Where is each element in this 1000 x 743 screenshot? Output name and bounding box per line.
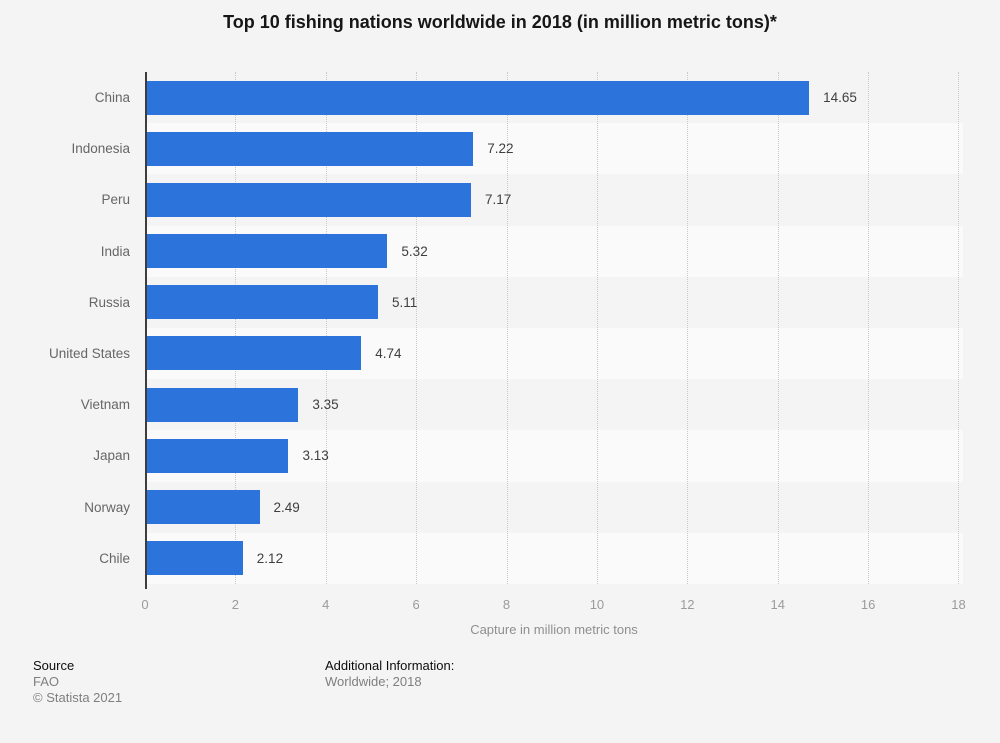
copyright-notice: © Statista 2021 [33,690,123,705]
plot-area: China 14.65 Indonesia 7.22 Peru 7.17 India 5.32… [49,72,963,589]
bar-rows: China 14.65 Indonesia 7.22 Peru 7.17 India 5.32… [49,72,963,584]
chart-row: Russia 5.11 [89,276,963,328]
value-label: 3.35 [312,397,339,413]
chart-row: Vietnam 3.35 [81,379,963,431]
bar-india [147,234,388,269]
bar-united-states [147,336,362,371]
chart-row: United States 4.74 [49,327,963,380]
value-label: 7.17 [485,192,512,208]
x-tick-label: 14 [770,597,785,612]
value-label: 5.32 [401,243,428,259]
category-label: Indonesia [71,141,130,157]
x-axis-title: Capture in million metric tons [470,622,638,637]
value-label: 7.22 [487,141,514,157]
bar-china [147,80,810,115]
additional-info-value: Worldwide; 2018 [325,674,422,689]
value-label: 5.11 [391,294,418,310]
chart-row: Japan 3.13 [93,430,963,482]
footer-additional-info-block: Additional Information: Worldwide; 2018 [325,658,454,690]
bar-russia [147,285,378,320]
category-label: Japan [93,448,130,464]
bar-vietnam [147,387,299,422]
chart-row: Indonesia 7.22 [71,123,963,175]
value-label: 2.49 [273,499,300,515]
value-label: 4.74 [375,346,402,362]
x-tick-label: 16 [860,597,876,612]
bar-chile [147,541,243,576]
chart-row: Norway 2.49 [84,481,963,533]
additional-info-label: Additional Information: [325,658,455,673]
chart-row: India 5.32 [101,225,963,277]
category-label: Russia [88,294,130,310]
category-label: Vietnam [80,397,130,413]
chart-title: Top 10 fishing nations worldwide in 2018… [223,12,777,32]
category-label: India [100,243,130,259]
footer-source-block: Source FAO © Statista 2021 [33,658,122,706]
category-label: Peru [101,192,130,208]
category-label: Chile [99,550,130,566]
category-label: China [94,90,130,106]
bar-japan [147,438,289,473]
value-label: 3.13 [302,448,329,464]
x-tick-label: 0 [141,597,149,612]
y-axis-line [145,72,147,589]
x-tick-label: 10 [589,597,605,612]
bar-norway [147,490,260,524]
x-tick-label: 12 [680,597,695,612]
category-label: United States [48,346,130,362]
bar-indonesia [147,131,474,166]
x-axis: 0 2 4 6 8 10 12 14 16 18 [141,597,965,613]
x-tick-label: 8 [502,597,511,612]
chart-row: Peru 7.17 [101,174,963,226]
x-tick-label: 18 [951,597,966,612]
bar-peru [147,182,472,217]
source-label: Source [33,658,75,673]
x-tick-label: 6 [412,597,420,612]
value-label: 14.65 [823,90,857,106]
x-tick-label: 4 [322,597,330,612]
x-tick-label: 2 [231,597,239,612]
source-value: FAO [33,674,60,689]
chart-row: China 14.65 [95,72,963,124]
value-label: 2.12 [256,550,284,566]
category-label: Norway [84,499,130,515]
chart-row: Chile 2.12 [99,532,963,584]
